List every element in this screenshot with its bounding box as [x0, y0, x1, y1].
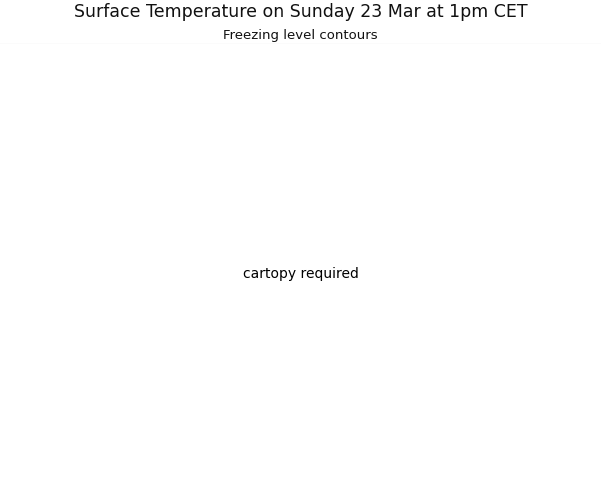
- Text: cartopy required: cartopy required: [243, 267, 358, 281]
- Text: Freezing level contours: Freezing level contours: [223, 29, 378, 42]
- Text: Surface Temperature on Sunday 23 Mar at 1pm CET: Surface Temperature on Sunday 23 Mar at …: [74, 4, 527, 21]
